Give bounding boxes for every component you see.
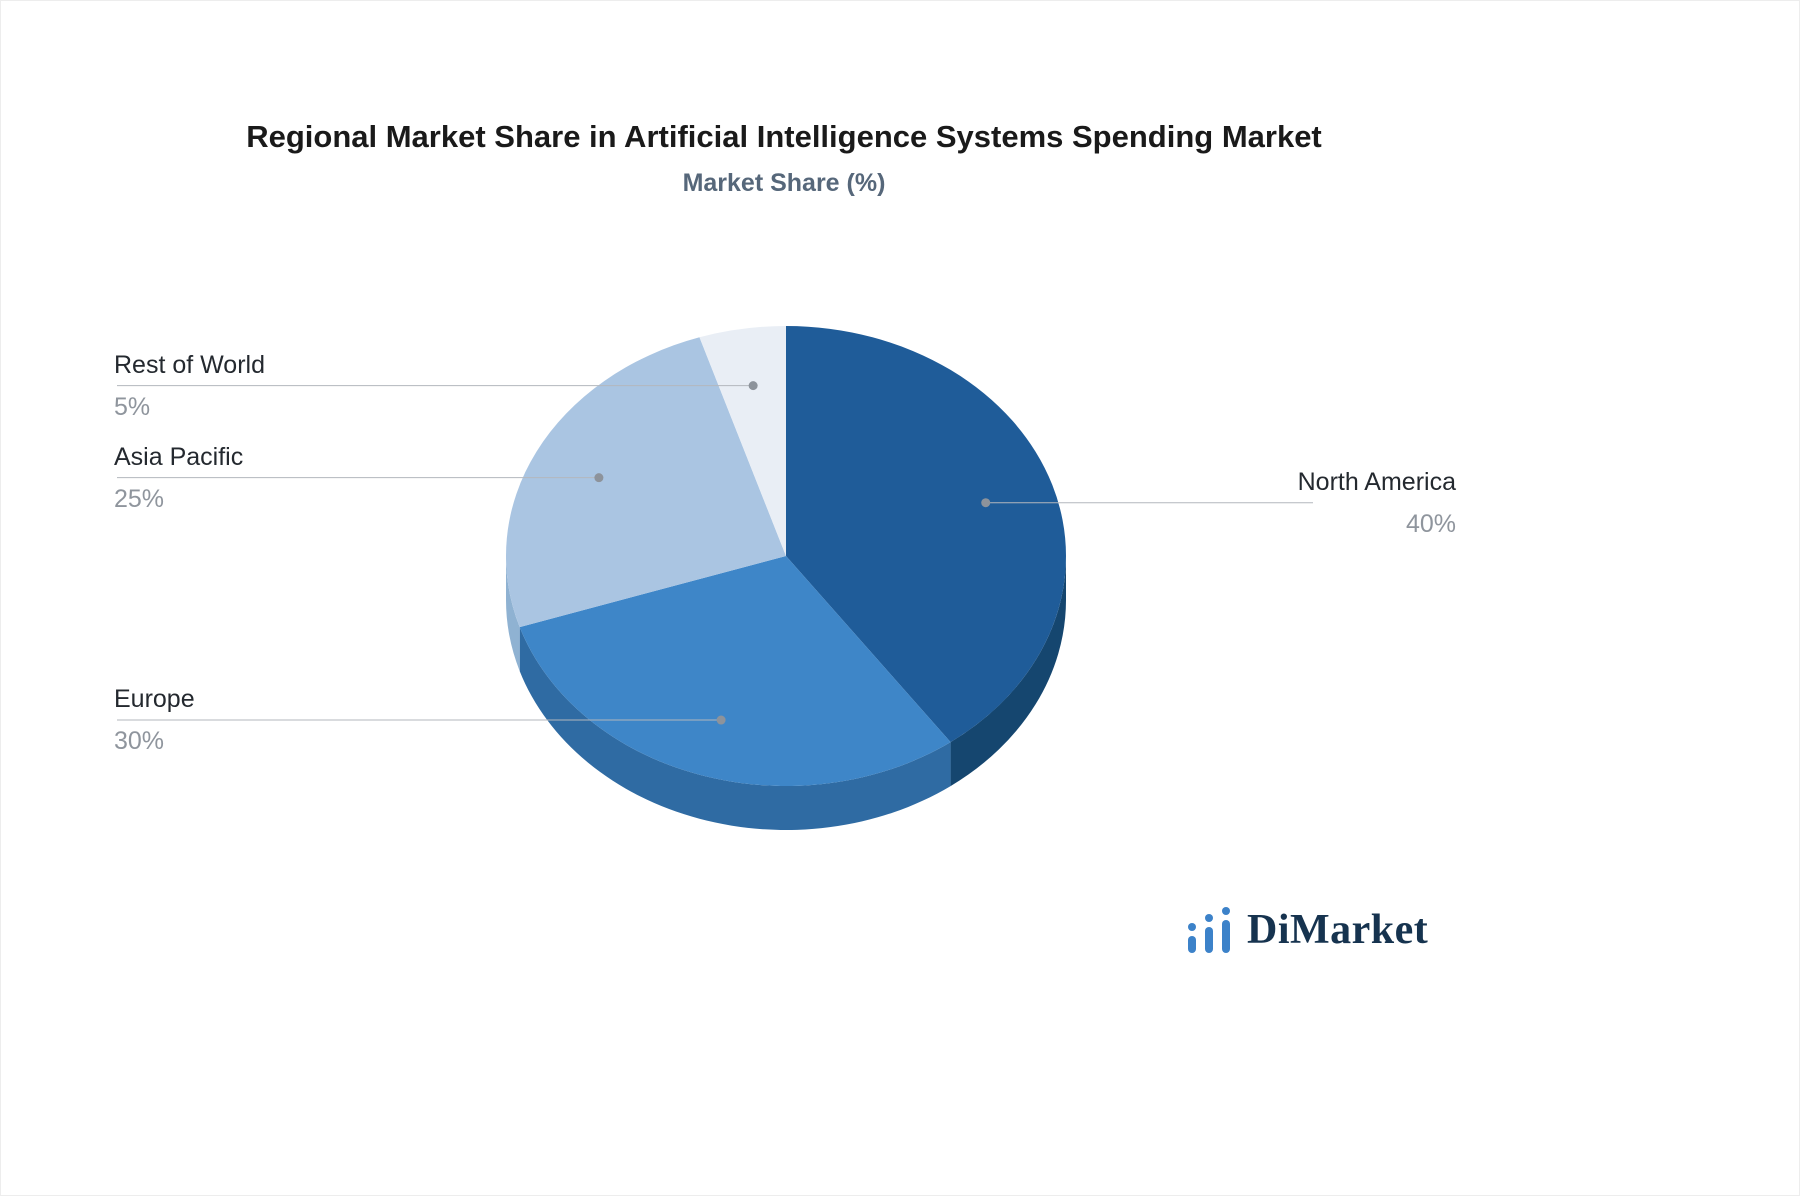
callout-label: Asia Pacific xyxy=(114,442,244,471)
callout-europe: Europe 30% xyxy=(114,684,674,756)
callout-north-america: North America 40% xyxy=(1096,467,1456,539)
callout-asia-pacific: Asia Pacific 25% xyxy=(114,442,674,514)
pie-slice-europe[interactable] xyxy=(519,556,951,786)
callout-value: 25% xyxy=(114,484,165,513)
callout-value: 30% xyxy=(114,727,165,756)
leader-dot-asia-pacific xyxy=(594,473,604,483)
callout-label: North America xyxy=(1297,467,1456,496)
pie-slice-asia-pacific[interactable] xyxy=(505,337,786,628)
bar-chart-logo-icon xyxy=(1188,907,1230,953)
brand-logo: DiMarket xyxy=(1186,906,1428,954)
pie-slice-rest-of-world[interactable] xyxy=(699,326,786,556)
callout-rest-of-world: Rest of World 5% xyxy=(114,350,674,422)
pie-slice-side-asia-pacific xyxy=(506,556,520,672)
leader-dot-rest-of-world xyxy=(748,381,758,391)
chart-subtitle: Market Share (%) xyxy=(682,169,886,197)
brand-name: DiMarket xyxy=(1247,907,1429,953)
pie-slice-side-europe xyxy=(519,627,951,831)
callout-value: 40% xyxy=(1405,509,1456,538)
pie-slice-north-america[interactable] xyxy=(786,326,1066,743)
leader-dot-north-america xyxy=(981,498,991,508)
chart-title: Regional Market Share in Artificial Inte… xyxy=(246,119,1322,154)
callout-label: Europe xyxy=(114,685,195,714)
pie-slice-side-north-america xyxy=(950,556,1066,787)
leader-dot-europe xyxy=(716,715,726,725)
callout-value: 5% xyxy=(114,392,151,421)
callout-label: Rest of World xyxy=(114,350,265,379)
